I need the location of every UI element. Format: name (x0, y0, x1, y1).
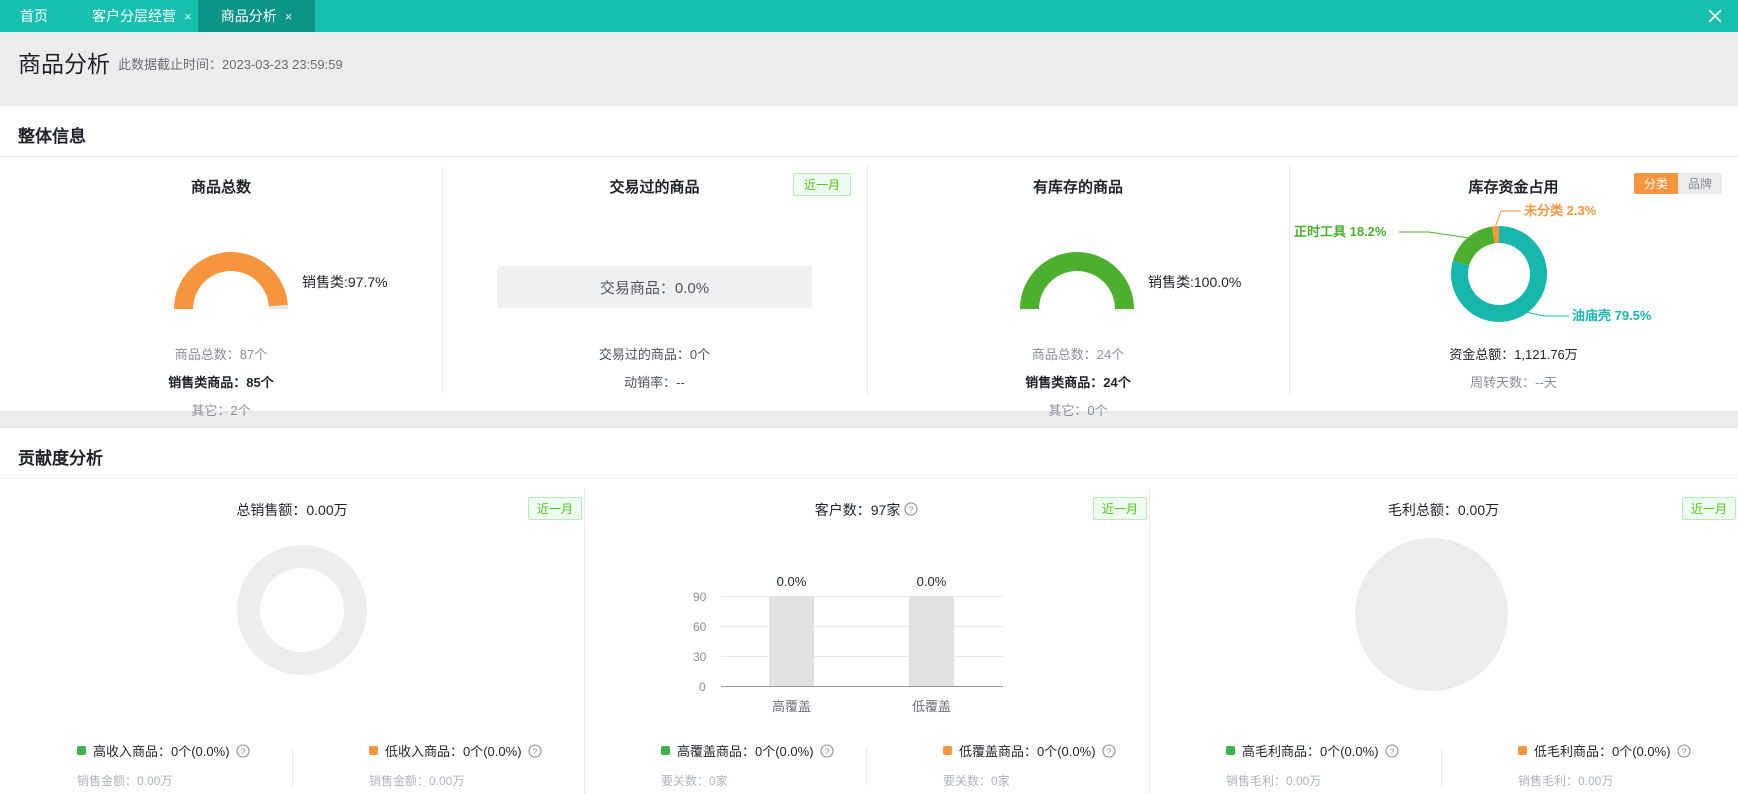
svg-text:?: ? (909, 505, 914, 515)
svg-text:?: ? (532, 746, 537, 756)
svg-text:?: ? (240, 746, 245, 756)
svg-text:?: ? (1106, 746, 1111, 756)
svg-text:?: ? (1681, 746, 1686, 756)
svg-text:?: ? (1389, 746, 1394, 756)
svg-text:未分类 2.3%: 未分类 2.3% (1523, 203, 1597, 218)
svg-text:油庙壳 79.5%: 油庙壳 79.5% (1572, 308, 1652, 323)
svg-text:正时工具 18.2%: 正时工具 18.2% (1294, 224, 1387, 239)
svg-text:?: ? (824, 746, 829, 756)
